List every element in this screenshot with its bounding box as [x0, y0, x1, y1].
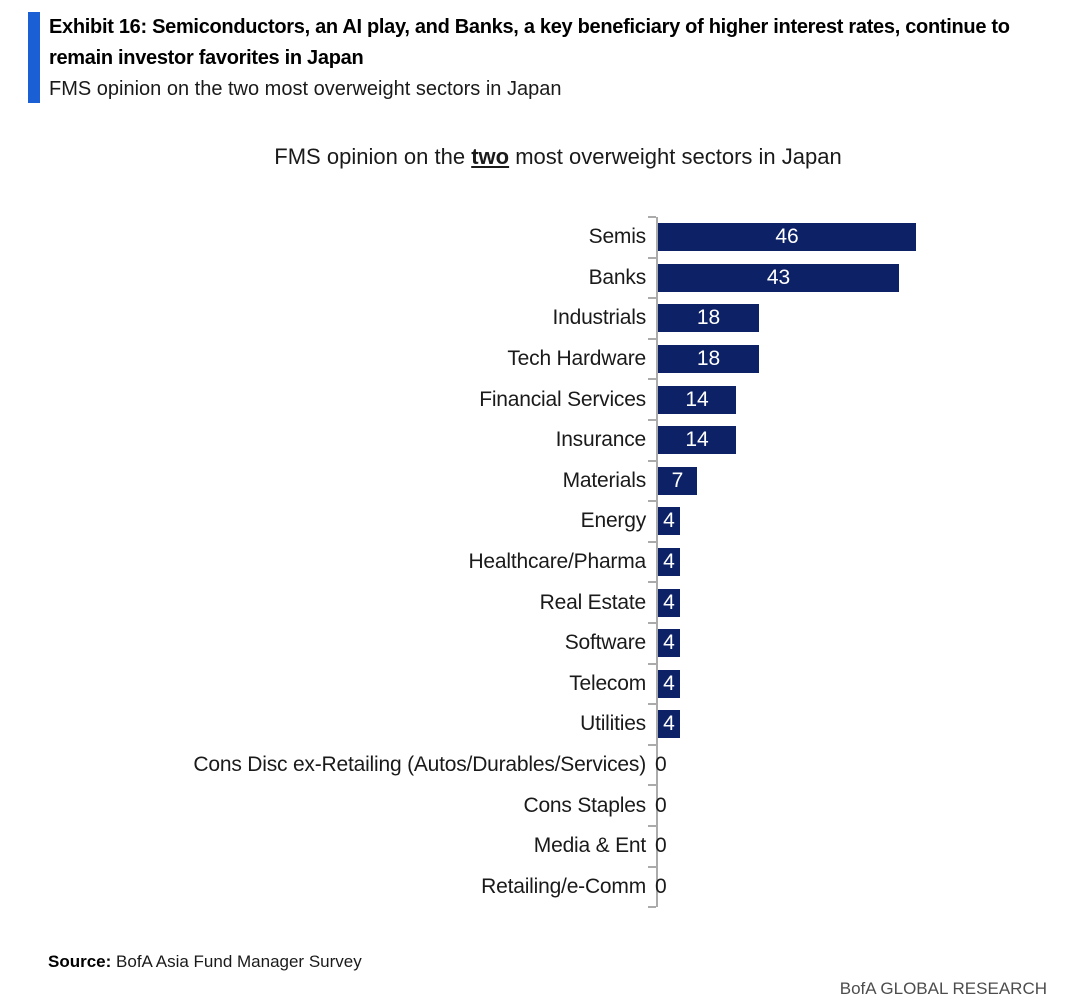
- zero-value-label: 0: [655, 874, 667, 898]
- chart-row: Retailing/e-Comm 0: [0, 865, 1080, 908]
- bar: 4: [658, 710, 680, 739]
- value-label: 4: [663, 550, 675, 574]
- bar: 4: [658, 507, 680, 536]
- bar-cell: 14: [648, 418, 1080, 461]
- exhibit-title: Exhibit 16: Semiconductors, an AI play, …: [49, 16, 1010, 69]
- chart-row: Energy 4: [0, 500, 1080, 542]
- bar-cell: 0: [648, 784, 1080, 826]
- header-text: Exhibit 16: Semiconductors, an AI play, …: [49, 12, 1064, 103]
- chart-row: Cons Staples 0: [0, 784, 1080, 826]
- chart-row: Telecom 4: [0, 662, 1080, 705]
- category-label: Insurance: [555, 428, 647, 452]
- bar-chart: Semis 46 Banks 43 Industrials 18: [0, 216, 1080, 909]
- category-label: Tech Hardware: [507, 347, 646, 371]
- bar-cell: 4: [648, 540, 1080, 583]
- bar-cell: 18: [648, 337, 1080, 380]
- bar: 4: [658, 629, 680, 658]
- chart-title: FMS opinion on the two most overweight s…: [0, 144, 1080, 170]
- value-label: 4: [663, 671, 675, 695]
- zero-value-label: 0: [655, 753, 667, 777]
- value-label: 7: [671, 468, 684, 492]
- bar: 4: [658, 548, 680, 577]
- source-text: BofA Asia Fund Manager Survey: [116, 952, 362, 971]
- bar-cell: 7: [648, 459, 1080, 502]
- value-label: 4: [663, 631, 675, 655]
- chart-title-emphasis: two: [471, 144, 510, 169]
- category-label: Cons Disc ex-Retailing (Autos/Durables/S…: [193, 753, 646, 777]
- bar: 7: [658, 466, 697, 495]
- accent-bar: [28, 12, 40, 103]
- bar: 14: [658, 385, 736, 414]
- category-label: Telecom: [569, 671, 646, 695]
- value-label: 14: [685, 428, 709, 452]
- chart-row: Semis 46: [0, 216, 1080, 258]
- bar-cell: 4: [648, 621, 1080, 664]
- bar-cell: 0: [648, 743, 1080, 786]
- value-label: 4: [663, 590, 675, 614]
- source-note: Source: BofA Asia Fund Manager Survey: [48, 952, 362, 972]
- category-label: Retailing/e-Comm: [481, 874, 646, 898]
- chart-row: Insurance 14: [0, 418, 1080, 461]
- chart-row: Healthcare/Pharma 4: [0, 540, 1080, 583]
- category-label: Healthcare/Pharma: [468, 550, 646, 574]
- value-label: 46: [775, 225, 799, 249]
- zero-value-label: 0: [655, 834, 667, 858]
- value-label: 4: [663, 712, 675, 736]
- exhibit-header: Exhibit 16: Semiconductors, an AI play, …: [28, 12, 1064, 103]
- chart-row: Utilities 4: [0, 703, 1080, 745]
- bar: 14: [658, 426, 736, 455]
- chart-row: Materials 7: [0, 459, 1080, 502]
- category-label: Software: [564, 631, 646, 655]
- category-label: Semis: [588, 225, 647, 249]
- chart-title-prefix: FMS opinion on the: [274, 144, 472, 169]
- chart-title-suffix: most overweight sectors in Japan: [509, 144, 842, 169]
- value-label: 43: [766, 265, 791, 289]
- bar-cell: 46: [648, 216, 1080, 258]
- chart-row: Real Estate 4: [0, 581, 1080, 623]
- brand-footer: BofA GLOBAL RESEARCH: [839, 979, 1047, 998]
- bar-cell: 4: [648, 500, 1080, 542]
- category-label: Financial Services: [479, 387, 646, 411]
- bar: 4: [658, 669, 680, 698]
- value-label: 18: [696, 347, 721, 371]
- chart-row: Industrials 18: [0, 297, 1080, 339]
- value-label: 18: [696, 306, 721, 330]
- bar: 43: [658, 263, 899, 292]
- bar-cell: 18: [648, 297, 1080, 339]
- value-label: 14: [685, 387, 709, 411]
- category-label: Industrials: [552, 306, 646, 330]
- zero-value-label: 0: [655, 793, 667, 817]
- category-label: Banks: [588, 265, 647, 289]
- category-label: Real Estate: [539, 590, 647, 614]
- chart-row: Banks 43: [0, 256, 1080, 299]
- chart-row: Software 4: [0, 621, 1080, 664]
- category-label: Energy: [580, 509, 647, 533]
- bar-cell: 4: [648, 703, 1080, 745]
- category-label: Materials: [562, 468, 647, 492]
- chart-row: Cons Disc ex-Retailing (Autos/Durables/S…: [0, 743, 1080, 786]
- category-label: Media & Ent: [533, 834, 646, 858]
- bar-cell: 4: [648, 662, 1080, 705]
- category-label: Cons Staples: [523, 793, 646, 817]
- bar-cell: 4: [648, 581, 1080, 623]
- chart-row: Tech Hardware 18: [0, 337, 1080, 380]
- bar-cell: 43: [648, 256, 1080, 299]
- exhibit-subtitle: FMS opinion on the two most overweight s…: [49, 78, 562, 100]
- bar-cell: 0: [648, 824, 1080, 867]
- bar: 18: [658, 304, 759, 333]
- bar-cell: 14: [648, 378, 1080, 420]
- value-label: 4: [663, 509, 675, 533]
- bar-cell: 0: [648, 865, 1080, 908]
- source-label: Source:: [48, 952, 112, 971]
- bar: 18: [658, 345, 759, 374]
- chart-row: Financial Services 14: [0, 378, 1080, 420]
- bar: 46: [658, 223, 916, 252]
- category-label: Utilities: [580, 712, 646, 736]
- chart-row: Media & Ent 0: [0, 824, 1080, 867]
- bar: 4: [658, 588, 680, 617]
